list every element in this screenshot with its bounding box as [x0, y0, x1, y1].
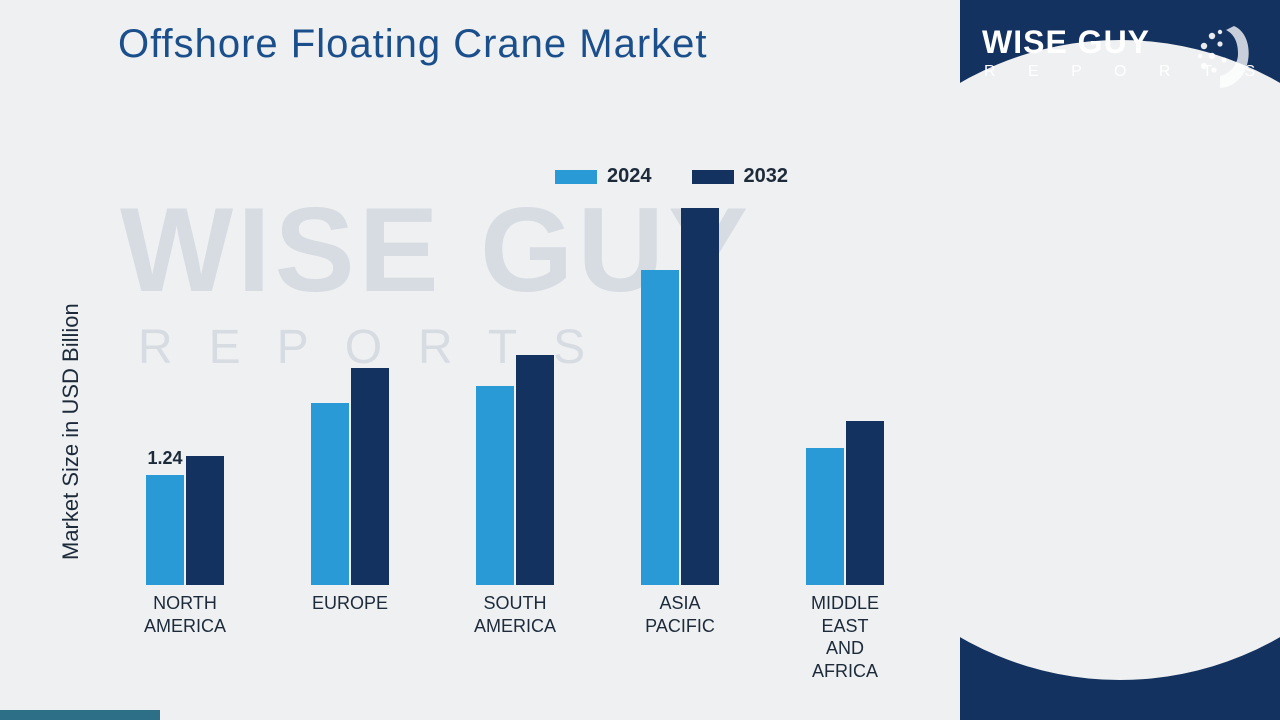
brand-logo: WISE GUY R E P O R T S [982, 24, 1252, 81]
legend-swatch-2024 [555, 170, 597, 184]
legend-label-2024: 2024 [607, 165, 652, 188]
bar-2032-south_america [516, 355, 554, 585]
legend-swatch-2032 [692, 170, 734, 184]
bar-2032-meafrica [846, 421, 884, 585]
stage: WISE GUY REPORTS Offshore Floating Crane… [0, 0, 1280, 720]
bar-chart-plot: 1.24 [115, 195, 935, 585]
chart-title: Offshore Floating Crane Market [118, 22, 708, 67]
bar-2024-south_america [476, 386, 514, 585]
x-label-north_america: NORTHAMERICA [115, 592, 255, 637]
bar-2032-europe [351, 368, 389, 585]
footer-accent [0, 710, 160, 720]
bar-2032-north_america [186, 456, 224, 585]
legend-item-2032: 2032 [692, 165, 789, 188]
bar-2032-asia_pacific [681, 208, 719, 585]
x-label-south_america: SOUTHAMERICA [445, 592, 585, 637]
x-label-europe: EUROPE [280, 592, 420, 615]
ai-head-icon [1190, 18, 1254, 98]
legend-item-2024: 2024 [555, 165, 652, 188]
bar-2024-asia_pacific [641, 270, 679, 585]
y-axis-label: Market Size in USD Billion [58, 303, 84, 560]
x-label-meafrica: MIDDLEEASTANDAFRICA [775, 592, 915, 682]
bar-2024-north_america [146, 475, 184, 585]
bar-2024-meafrica [806, 448, 844, 585]
x-label-asia_pacific: ASIAPACIFIC [610, 592, 750, 637]
bar-value-label: 1.24 [147, 448, 182, 469]
legend: 2024 2032 [555, 165, 788, 188]
bar-2024-europe [311, 403, 349, 585]
legend-label-2032: 2032 [744, 165, 789, 188]
